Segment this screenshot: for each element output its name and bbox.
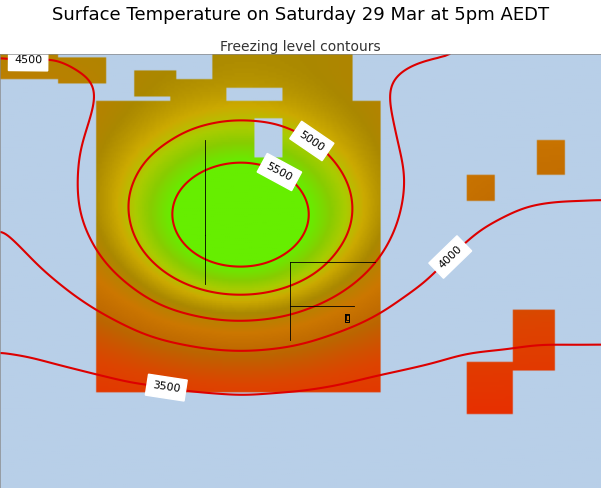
Text: Freezing level contours: Freezing level contours: [220, 40, 381, 54]
Text: 3500: 3500: [151, 381, 181, 395]
Text: 5500: 5500: [264, 161, 294, 183]
Text: 5000: 5000: [297, 129, 326, 153]
Text: Surface Temperature on Saturday 29 Mar at 5pm AEDT: Surface Temperature on Saturday 29 Mar a…: [52, 6, 549, 23]
Text: 4000: 4000: [437, 244, 464, 270]
Text: 4500: 4500: [14, 55, 42, 65]
